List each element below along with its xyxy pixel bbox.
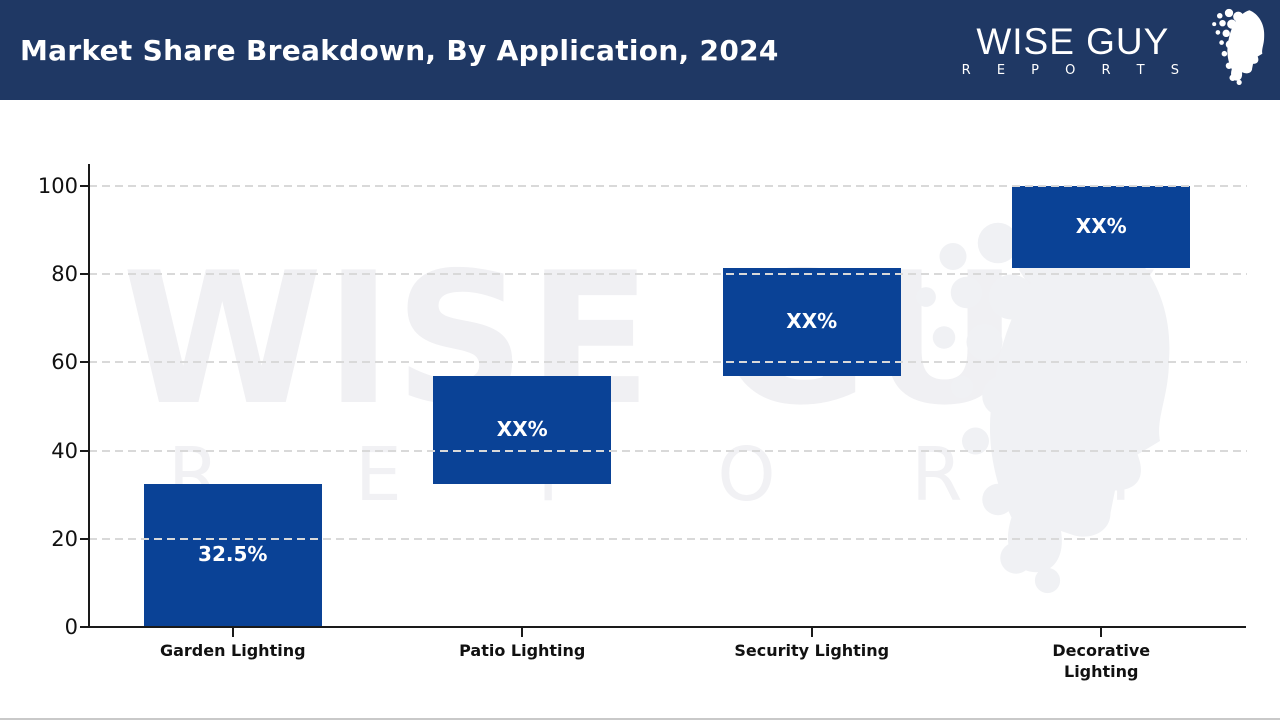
y-tick-mark <box>80 449 88 452</box>
bottom-border <box>0 718 1280 720</box>
y-tick-label: 0 <box>64 615 78 639</box>
bar <box>722 267 901 376</box>
y-tick-label: 80 <box>51 262 78 287</box>
bar-value-label: XX% <box>1075 213 1127 238</box>
y-tick-label: 100 <box>37 174 78 198</box>
wiseguy-logo: WISE GUY R E P O R T S <box>956 7 1266 93</box>
logo-wordmark-main: WISE GUY <box>976 21 1170 62</box>
gridline <box>89 185 1247 187</box>
logo-face-icon <box>1212 8 1265 85</box>
gridline <box>89 361 1247 364</box>
x-axis-spine <box>88 626 1246 628</box>
x-tick-label: Patio Lighting <box>459 641 586 660</box>
y-tick-mark <box>80 361 88 364</box>
bar-value-label: XX% <box>496 416 548 441</box>
y-tick-label: 40 <box>51 438 78 463</box>
logo-wordmark-sub: R E P O R T S <box>961 63 1190 78</box>
bar <box>433 375 612 484</box>
x-tick-mark <box>1100 628 1103 637</box>
gridline <box>89 273 1247 276</box>
gridline <box>89 537 1247 540</box>
y-tick-mark <box>80 626 88 628</box>
x-tick-mark <box>231 628 234 637</box>
y-tick-mark <box>80 273 88 276</box>
x-tick-mark <box>810 628 813 637</box>
y-tick-mark <box>80 185 88 187</box>
x-tick-label: Security Lighting <box>734 641 890 660</box>
bar <box>1012 186 1191 268</box>
app-header: Market Share Breakdown, By Application, … <box>0 0 1280 100</box>
x-tick-label: Garden Lighting <box>159 641 306 660</box>
bar-value-label: XX% <box>786 308 838 333</box>
y-tick-label: 60 <box>51 350 78 375</box>
y-tick-mark <box>80 537 88 540</box>
x-tick-label: Decorative Lighting <box>1052 641 1151 681</box>
y-tick-label: 20 <box>51 526 78 551</box>
gridline <box>89 449 1247 452</box>
watermark-face-icon <box>916 222 1170 594</box>
chart: WISE GUY R E P O R T S 32.5% XX% XX% XX% 0 20… <box>0 100 1280 718</box>
x-tick-mark <box>521 628 524 637</box>
logo-wordmark: WISE GUY R E P O R T S <box>956 23 1190 77</box>
page-title: Market Share Breakdown, By Application, … <box>20 33 779 67</box>
bar <box>143 483 322 627</box>
bar-value-label: 32.5% <box>198 542 268 567</box>
y-axis-spine <box>88 164 90 628</box>
